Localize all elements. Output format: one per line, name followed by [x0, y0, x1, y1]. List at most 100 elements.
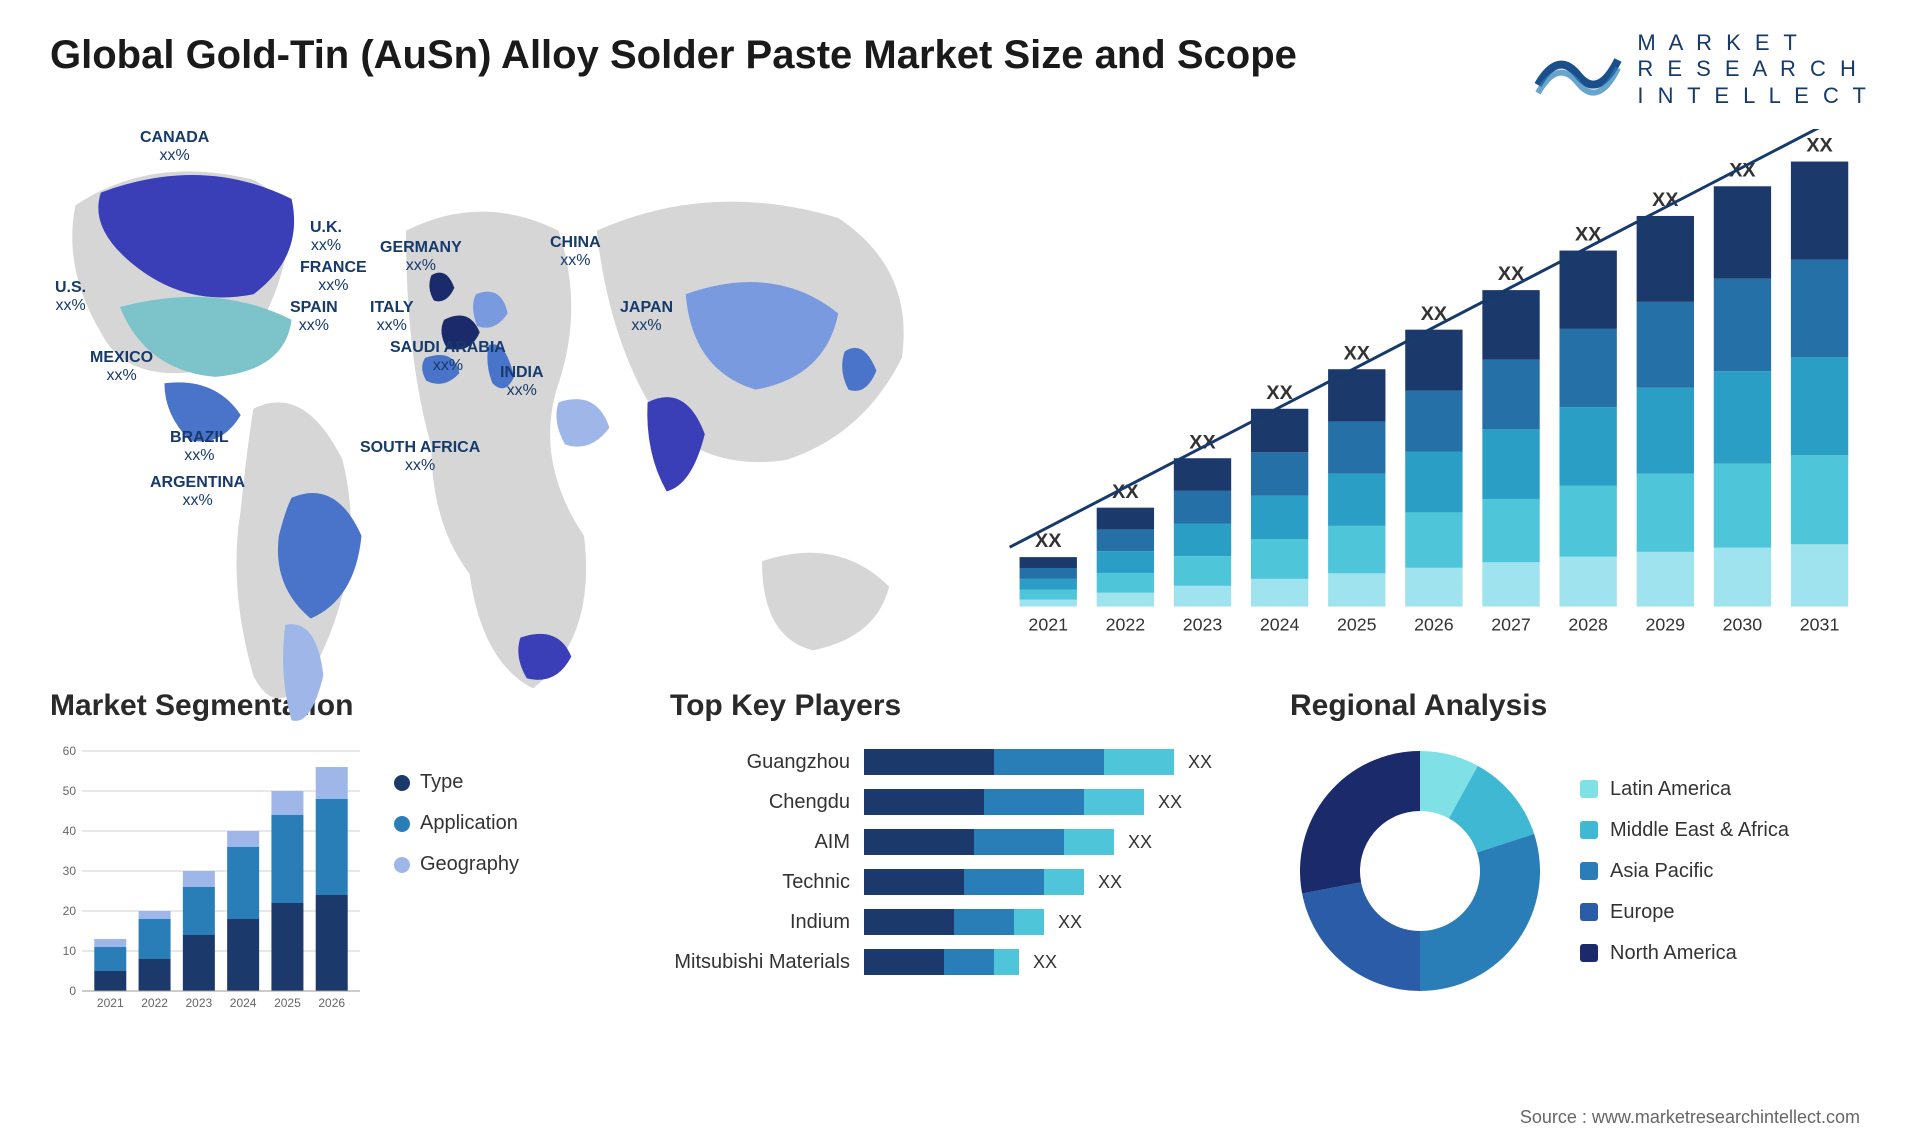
player-value: XX: [1128, 832, 1152, 853]
svg-text:2025: 2025: [1337, 614, 1377, 634]
svg-text:2029: 2029: [1646, 614, 1686, 634]
svg-text:0: 0: [69, 984, 76, 998]
svg-text:2023: 2023: [1183, 614, 1223, 634]
regional-legend-item: Asia Pacific: [1580, 860, 1789, 883]
player-bar-segment: [974, 829, 1064, 855]
regional-legend-item: Latin America: [1580, 778, 1789, 801]
regional-legend: Latin America Middle East & Africa Asia Pa…: [1580, 778, 1789, 965]
legend-label: Application: [420, 812, 518, 835]
legend-swatch-icon: [1580, 821, 1598, 839]
player-value: XX: [1058, 912, 1082, 933]
player-bar-segment: [954, 909, 1014, 935]
player-bar-segment: [964, 869, 1044, 895]
legend-label: Geography: [420, 853, 519, 876]
logo-line1: M A R K E T: [1637, 30, 1870, 56]
player-bar-segment: [864, 789, 984, 815]
brand-logo: M A R K E T R E S E A R C H I N T E L L …: [1533, 30, 1870, 109]
map-label-china: CHINAxx%: [550, 234, 601, 269]
player-bar: [864, 869, 1084, 895]
legend-label: Asia Pacific: [1610, 860, 1713, 883]
growth-chart: XX2021XX2022XX2023XX2024XX2025XX2026XX20…: [980, 129, 1870, 649]
player-bar: [864, 829, 1114, 855]
player-name: AIM: [670, 831, 850, 854]
player-bar-segment: [1084, 789, 1144, 815]
player-bar-segment: [1044, 869, 1084, 895]
segmentation-legend-item: Application: [394, 812, 519, 835]
svg-text:40: 40: [63, 824, 77, 838]
page-title: Global Gold-Tin (AuSn) Alloy Solder Past…: [50, 30, 1297, 80]
svg-text:2025: 2025: [274, 996, 301, 1010]
player-bar-segment: [984, 789, 1084, 815]
player-bar: [864, 909, 1044, 935]
map-label-france: FRANCExx%: [300, 259, 367, 294]
map-label-spain: SPAINxx%: [290, 299, 338, 334]
player-value: XX: [1188, 752, 1212, 773]
legend-label: North America: [1610, 942, 1737, 965]
player-bar-segment: [1104, 749, 1174, 775]
svg-text:2028: 2028: [1568, 614, 1608, 634]
player-row: Mitsubishi Materials XX: [670, 949, 1250, 975]
segmentation-legend-item: Geography: [394, 853, 519, 876]
legend-dot-icon: [394, 816, 410, 832]
legend-label: Middle East & Africa: [1610, 819, 1789, 842]
player-value: XX: [1033, 952, 1057, 973]
player-bar: [864, 949, 1019, 975]
regional-legend-item: Europe: [1580, 901, 1789, 924]
header: Global Gold-Tin (AuSn) Alloy Solder Past…: [50, 30, 1870, 109]
player-value: XX: [1158, 792, 1182, 813]
player-bar-segment: [864, 949, 944, 975]
svg-text:2031: 2031: [1800, 614, 1840, 634]
player-name: Technic: [670, 871, 850, 894]
legend-swatch-icon: [1580, 862, 1598, 880]
logo-text: M A R K E T R E S E A R C H I N T E L L …: [1637, 30, 1870, 109]
player-bar-segment: [864, 869, 964, 895]
player-bar-segment: [994, 749, 1104, 775]
map-label-germany: GERMANYxx%: [380, 239, 462, 274]
svg-text:2026: 2026: [318, 996, 345, 1010]
player-value: XX: [1098, 872, 1122, 893]
legend-label: Latin America: [1610, 778, 1731, 801]
player-bar: [864, 789, 1144, 815]
player-bar-segment: [864, 829, 974, 855]
logo-icon: [1533, 35, 1623, 105]
logo-line3: I N T E L L E C T: [1637, 83, 1870, 109]
map-label-brazil: BRAZILxx%: [170, 429, 229, 464]
player-name: Chengdu: [670, 791, 850, 814]
svg-text:2027: 2027: [1491, 614, 1531, 634]
legend-swatch-icon: [1580, 903, 1598, 921]
svg-text:XX: XX: [1806, 135, 1833, 157]
legend-label: Europe: [1610, 901, 1675, 924]
player-bar-segment: [1014, 909, 1044, 935]
player-bar-segment: [994, 949, 1019, 975]
regional-donut: [1290, 741, 1550, 1001]
regional-legend-item: Middle East & Africa: [1580, 819, 1789, 842]
legend-swatch-icon: [1580, 944, 1598, 962]
world-map-panel: CANADAxx%U.S.xx%MEXICOxx%BRAZILxx%ARGENT…: [50, 129, 940, 649]
legend-swatch-icon: [1580, 780, 1598, 798]
svg-text:2024: 2024: [1260, 614, 1300, 634]
map-label-india: INDIAxx%: [500, 364, 544, 399]
top-panels: CANADAxx%U.S.xx%MEXICOxx%BRAZILxx%ARGENT…: [50, 129, 1870, 649]
growth-chart-panel: XX2021XX2022XX2023XX2024XX2025XX2026XX20…: [980, 129, 1870, 649]
map-label-canada: CANADAxx%: [140, 129, 209, 164]
logo-line2: R E S E A R C H: [1637, 56, 1870, 82]
map-label-mexico: MEXICOxx%: [90, 349, 153, 384]
svg-text:2030: 2030: [1723, 614, 1763, 634]
map-label-u.k.: U.K.xx%: [310, 219, 342, 254]
map-label-saudi-arabia: SAUDI ARABIAxx%: [390, 339, 506, 374]
svg-text:2022: 2022: [1106, 614, 1146, 634]
svg-text:20: 20: [63, 904, 77, 918]
player-name: Mitsubishi Materials: [670, 951, 850, 974]
svg-text:10: 10: [63, 944, 77, 958]
legend-dot-icon: [394, 857, 410, 873]
map-label-japan: JAPANxx%: [620, 299, 673, 334]
svg-text:2026: 2026: [1414, 614, 1454, 634]
player-bar-segment: [1064, 829, 1114, 855]
source-attribution: Source : www.marketresearchintellect.com: [1520, 1107, 1860, 1128]
player-row: AIM XX: [670, 829, 1250, 855]
player-name: Indium: [670, 911, 850, 934]
map-label-argentina: ARGENTINAxx%: [150, 474, 245, 509]
regional-title: Regional Analysis: [1290, 689, 1870, 723]
player-bar-segment: [864, 909, 954, 935]
svg-text:30: 30: [63, 864, 77, 878]
